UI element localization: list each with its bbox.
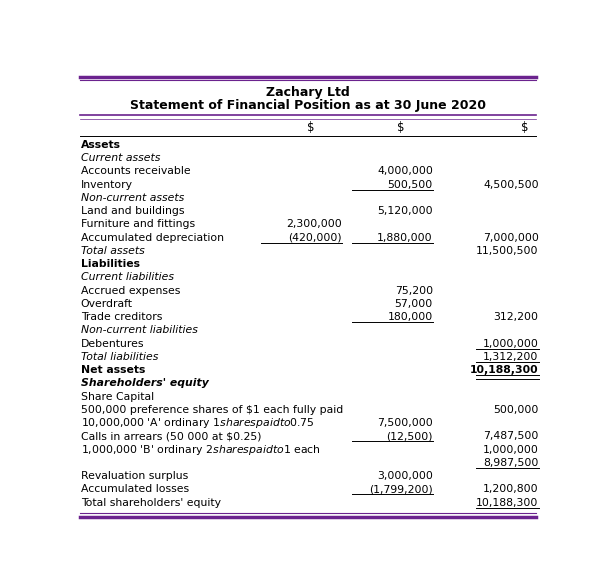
Text: 1,880,000: 1,880,000	[377, 233, 433, 243]
Text: 500,500: 500,500	[388, 179, 433, 189]
Text: Revaluation surplus: Revaluation surplus	[81, 471, 188, 481]
Text: 11,500,500: 11,500,500	[476, 246, 538, 256]
Text: 3,000,000: 3,000,000	[377, 471, 433, 481]
Text: Debentures: Debentures	[81, 339, 144, 349]
Text: 1,200,800: 1,200,800	[483, 485, 538, 495]
Text: 10,188,300: 10,188,300	[470, 365, 538, 375]
Text: 10,188,300: 10,188,300	[476, 498, 538, 507]
Text: 5,120,000: 5,120,000	[377, 206, 433, 216]
Text: (12,500): (12,500)	[386, 431, 433, 441]
Text: Zachary Ltd: Zachary Ltd	[266, 86, 350, 99]
Text: 4,500,500: 4,500,500	[483, 179, 538, 189]
Text: Current assets: Current assets	[81, 153, 160, 163]
Text: 500,000: 500,000	[493, 405, 538, 415]
Text: Non-current liabilities: Non-current liabilities	[81, 325, 198, 335]
Text: $: $	[307, 121, 314, 134]
Text: Net assets: Net assets	[81, 365, 145, 375]
Text: Liabilities: Liabilities	[81, 259, 139, 269]
Text: $: $	[397, 121, 405, 134]
Text: $: $	[521, 121, 528, 134]
Text: 1,000,000: 1,000,000	[483, 445, 538, 455]
Text: Non-current assets: Non-current assets	[81, 193, 184, 203]
Text: 1,312,200: 1,312,200	[483, 352, 538, 362]
Text: Trade creditors: Trade creditors	[81, 312, 162, 322]
Text: 75,200: 75,200	[395, 285, 433, 295]
Text: 10,000,000 'A' ordinary $1 shares paid to $0.75: 10,000,000 'A' ordinary $1 shares paid t…	[81, 416, 314, 430]
Text: Total liabilities: Total liabilities	[81, 352, 158, 362]
Text: 7,000,000: 7,000,000	[483, 233, 538, 243]
Text: 7,500,000: 7,500,000	[377, 418, 433, 428]
Text: Statement of Financial Position as at 30 June 2020: Statement of Financial Position as at 30…	[130, 99, 486, 112]
Text: Overdraft: Overdraft	[81, 299, 133, 309]
Text: 1,000,000 'B' ordinary $2 shares paid to $1 each: 1,000,000 'B' ordinary $2 shares paid to…	[81, 442, 320, 456]
Text: 2,300,000: 2,300,000	[286, 219, 342, 229]
Text: Total shareholders' equity: Total shareholders' equity	[81, 498, 221, 507]
Text: 57,000: 57,000	[395, 299, 433, 309]
Text: Shareholders' equity: Shareholders' equity	[81, 379, 209, 389]
Text: 1,000,000: 1,000,000	[483, 339, 538, 349]
Text: Inventory: Inventory	[81, 179, 133, 189]
Text: Calls in arrears (50 000 at $0.25): Calls in arrears (50 000 at $0.25)	[81, 431, 261, 441]
Text: Current liabilities: Current liabilities	[81, 272, 174, 282]
Text: Accrued expenses: Accrued expenses	[81, 285, 180, 295]
Text: (420,000): (420,000)	[288, 233, 342, 243]
Text: 7,487,500: 7,487,500	[483, 431, 538, 441]
Text: Share Capital: Share Capital	[81, 391, 154, 401]
Text: Accumulated losses: Accumulated losses	[81, 485, 189, 495]
Text: 180,000: 180,000	[388, 312, 433, 322]
Text: 4,000,000: 4,000,000	[377, 166, 433, 176]
Text: Accounts receivable: Accounts receivable	[81, 166, 191, 176]
Text: Assets: Assets	[81, 140, 121, 150]
Text: Furniture and fittings: Furniture and fittings	[81, 219, 195, 229]
Text: Total assets: Total assets	[81, 246, 144, 256]
Text: Land and buildings: Land and buildings	[81, 206, 185, 216]
Text: 312,200: 312,200	[493, 312, 538, 322]
Text: Accumulated depreciation: Accumulated depreciation	[81, 233, 224, 243]
Text: 8,987,500: 8,987,500	[483, 458, 538, 468]
Text: 500,000 preference shares of $1 each fully paid: 500,000 preference shares of $1 each ful…	[81, 405, 343, 415]
Text: (1,799,200): (1,799,200)	[369, 485, 433, 495]
